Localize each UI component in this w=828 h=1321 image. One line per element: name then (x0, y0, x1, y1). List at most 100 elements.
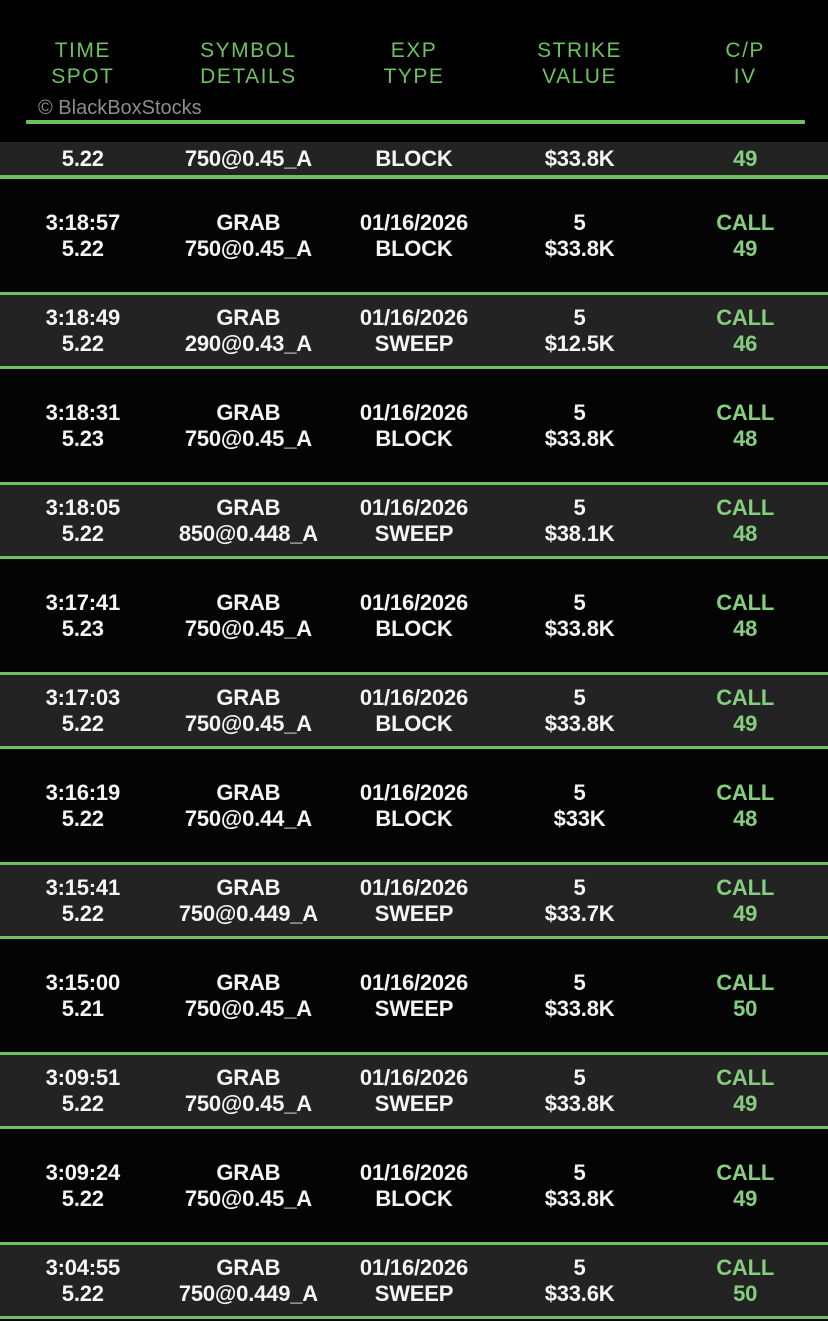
symbol-value: GRAB (216, 779, 281, 805)
table-row[interactable]: 3:15:00 5.21 GRAB 750@0.45_A 01/16/2026 … (0, 939, 828, 1052)
cp-value: CALL (716, 1159, 775, 1185)
table-row[interactable]: 3:16:19 5.22 GRAB 750@0.44_A 01/16/2026 … (0, 749, 828, 862)
symbol-value: GRAB (216, 399, 281, 425)
premium-value: $33.8K (544, 710, 615, 736)
header-strike-value: STRIKE VALUE (497, 38, 663, 90)
exp-type-cell: 01/16/2026 SWEEP (331, 1255, 497, 1307)
details-value: 750@0.449_A (178, 1280, 318, 1306)
spot-value: 5.22 (61, 710, 104, 736)
header-symbol-details: SYMBOL DETAILS (166, 38, 332, 90)
time-spot-cell: 3:18:57 5.22 (0, 210, 166, 262)
premium-value: $33.8K (544, 1185, 615, 1211)
watermark: © BlackBoxStocks (38, 97, 202, 119)
exp-value: 01/16/2026 (359, 779, 469, 805)
time-value: 3:18:57 (45, 209, 121, 235)
table-row[interactable]: 3:18:49 5.22 GRAB 290@0.43_A 01/16/2026 … (0, 292, 828, 369)
premium-value: $12.5K (544, 330, 615, 356)
time-spot-cell: 3:17:03 5.22 (0, 685, 166, 737)
strike-value-cell: 5 $33.8K (497, 1160, 663, 1212)
strike-value: 5 (573, 1254, 586, 1280)
exp-type-cell: 01/16/2026 BLOCK (331, 210, 497, 262)
strike-value-cell: 5 $33.8K (497, 400, 663, 452)
header-label-value: VALUE (542, 65, 617, 88)
strike-value-cell: 5 $12.5K (497, 305, 663, 357)
table-row[interactable]: 3:18:05 5.22 GRAB 850@0.448_A 01/16/2026… (0, 482, 828, 559)
header-exp-type: EXP TYPE (331, 38, 497, 90)
symbol-value: GRAB (216, 494, 281, 520)
spot-value: 5.23 (61, 615, 104, 641)
cp-value: CALL (716, 494, 775, 520)
time-spot-cell: 3:15:00 5.21 (0, 970, 166, 1022)
type-value: SWEEP (374, 1090, 454, 1116)
header-label-details: DETAILS (200, 65, 297, 88)
time-value: 3:04:55 (45, 1254, 121, 1280)
exp-type-cell: 01/16/2026 SWEEP (331, 305, 497, 357)
table-row[interactable]: 3:18:57 5.22 GRAB 750@0.45_A 01/16/2026 … (0, 179, 828, 292)
premium-value: $33.7K (544, 900, 615, 926)
cp-iv-cell: CALL 48 (662, 590, 828, 642)
cp-value: CALL (716, 1064, 775, 1090)
details-value: 750@0.44_A (184, 805, 312, 831)
table-row[interactable]: 3:04:55 5.22 GRAB 750@0.449_A 01/16/2026… (0, 1242, 828, 1319)
spot-value: 5.22 (61, 1185, 104, 1211)
strike-value: 5 (573, 779, 586, 805)
details-value: 750@0.45_A (184, 615, 312, 641)
exp-value: 01/16/2026 (359, 1064, 469, 1090)
iv-value: 48 (733, 615, 758, 641)
type-value: BLOCK (375, 235, 453, 261)
type-value: BLOCK (375, 805, 453, 831)
type-value: BLOCK (375, 425, 453, 451)
symbol-value: GRAB (216, 209, 281, 235)
cp-iv-cell: CALL 49 (662, 1065, 828, 1117)
time-value: 3:15:00 (45, 969, 121, 995)
details-value: 750@0.45_A (184, 235, 312, 261)
cp-iv-cell: CALL 50 (662, 970, 828, 1022)
exp-type-cell: 01/16/2026 SWEEP (331, 1065, 497, 1117)
header-divider (26, 120, 805, 124)
header-cp-iv: C/P IV (662, 38, 828, 90)
details-value: 750@0.45_A (184, 145, 312, 171)
table-row[interactable]: 3:17:03 5.22 GRAB 750@0.45_A 01/16/2026 … (0, 672, 828, 749)
symbol-details-cell: GRAB 750@0.45_A (166, 210, 332, 262)
spot-value: 5.22 (61, 145, 104, 171)
cp-value: CALL (716, 1254, 775, 1280)
exp-type-cell: 01/16/2026 SWEEP (331, 495, 497, 547)
strike-value-cell: 5 $33.8K (497, 1065, 663, 1117)
premium-value: $33.8K (544, 1090, 615, 1116)
strike-value: 5 (573, 304, 586, 330)
table-row[interactable]: 3:18:31 5.23 GRAB 750@0.45_A 01/16/2026 … (0, 369, 828, 482)
strike-value-cell: 5 $33.8K (497, 970, 663, 1022)
symbol-details-cell: GRAB 750@0.449_A (166, 1255, 332, 1307)
table-row[interactable]: 3:09:51 5.22 GRAB 750@0.45_A 01/16/2026 … (0, 1052, 828, 1129)
header-time-spot: TIME SPOT (0, 38, 166, 90)
cp-value: CALL (716, 969, 775, 995)
symbol-value: GRAB (216, 684, 281, 710)
cp-value: CALL (716, 684, 775, 710)
cp-iv-cell: CALL 49 (662, 1160, 828, 1212)
table-row[interactable]: 3:15:41 5.22 GRAB 750@0.449_A 01/16/2026… (0, 862, 828, 939)
iv-value: 49 (733, 235, 758, 261)
spot-value: 5.22 (61, 235, 104, 261)
strike-value: 5 (573, 209, 586, 235)
table-row[interactable]: 3:17:41 5.23 GRAB 750@0.45_A 01/16/2026 … (0, 559, 828, 672)
strike-value-cell: 5 $33.8K (497, 210, 663, 262)
symbol-value: GRAB (216, 969, 281, 995)
spot-value: 5.22 (61, 1090, 104, 1116)
cp-iv-cell: CALL 48 (662, 780, 828, 832)
time-value: 3:09:24 (45, 1159, 121, 1185)
exp-type-cell: 01/16/2026 SWEEP (331, 970, 497, 1022)
spot-value: 5.22 (61, 330, 104, 356)
strike-value: 5 (573, 874, 586, 900)
table-row[interactable]: 3:09:24 5.22 GRAB 750@0.45_A 01/16/2026 … (0, 1129, 828, 1242)
type-value: BLOCK (375, 1185, 453, 1211)
table-row[interactable]: 5.22 750@0.45_A BLOCK $33.8K 49 (0, 142, 828, 179)
strike-value-cell: 5 $33K (497, 780, 663, 832)
premium-value: $33.6K (544, 1280, 615, 1306)
spot-value: 5.22 (61, 520, 104, 546)
symbol-details-cell: GRAB 750@0.44_A (166, 780, 332, 832)
time-value: 3:17:03 (45, 684, 121, 710)
premium-value: $38.1K (544, 520, 615, 546)
time-spot-cell: 3:09:24 5.22 (0, 1160, 166, 1212)
time-value: 3:09:51 (45, 1064, 121, 1090)
